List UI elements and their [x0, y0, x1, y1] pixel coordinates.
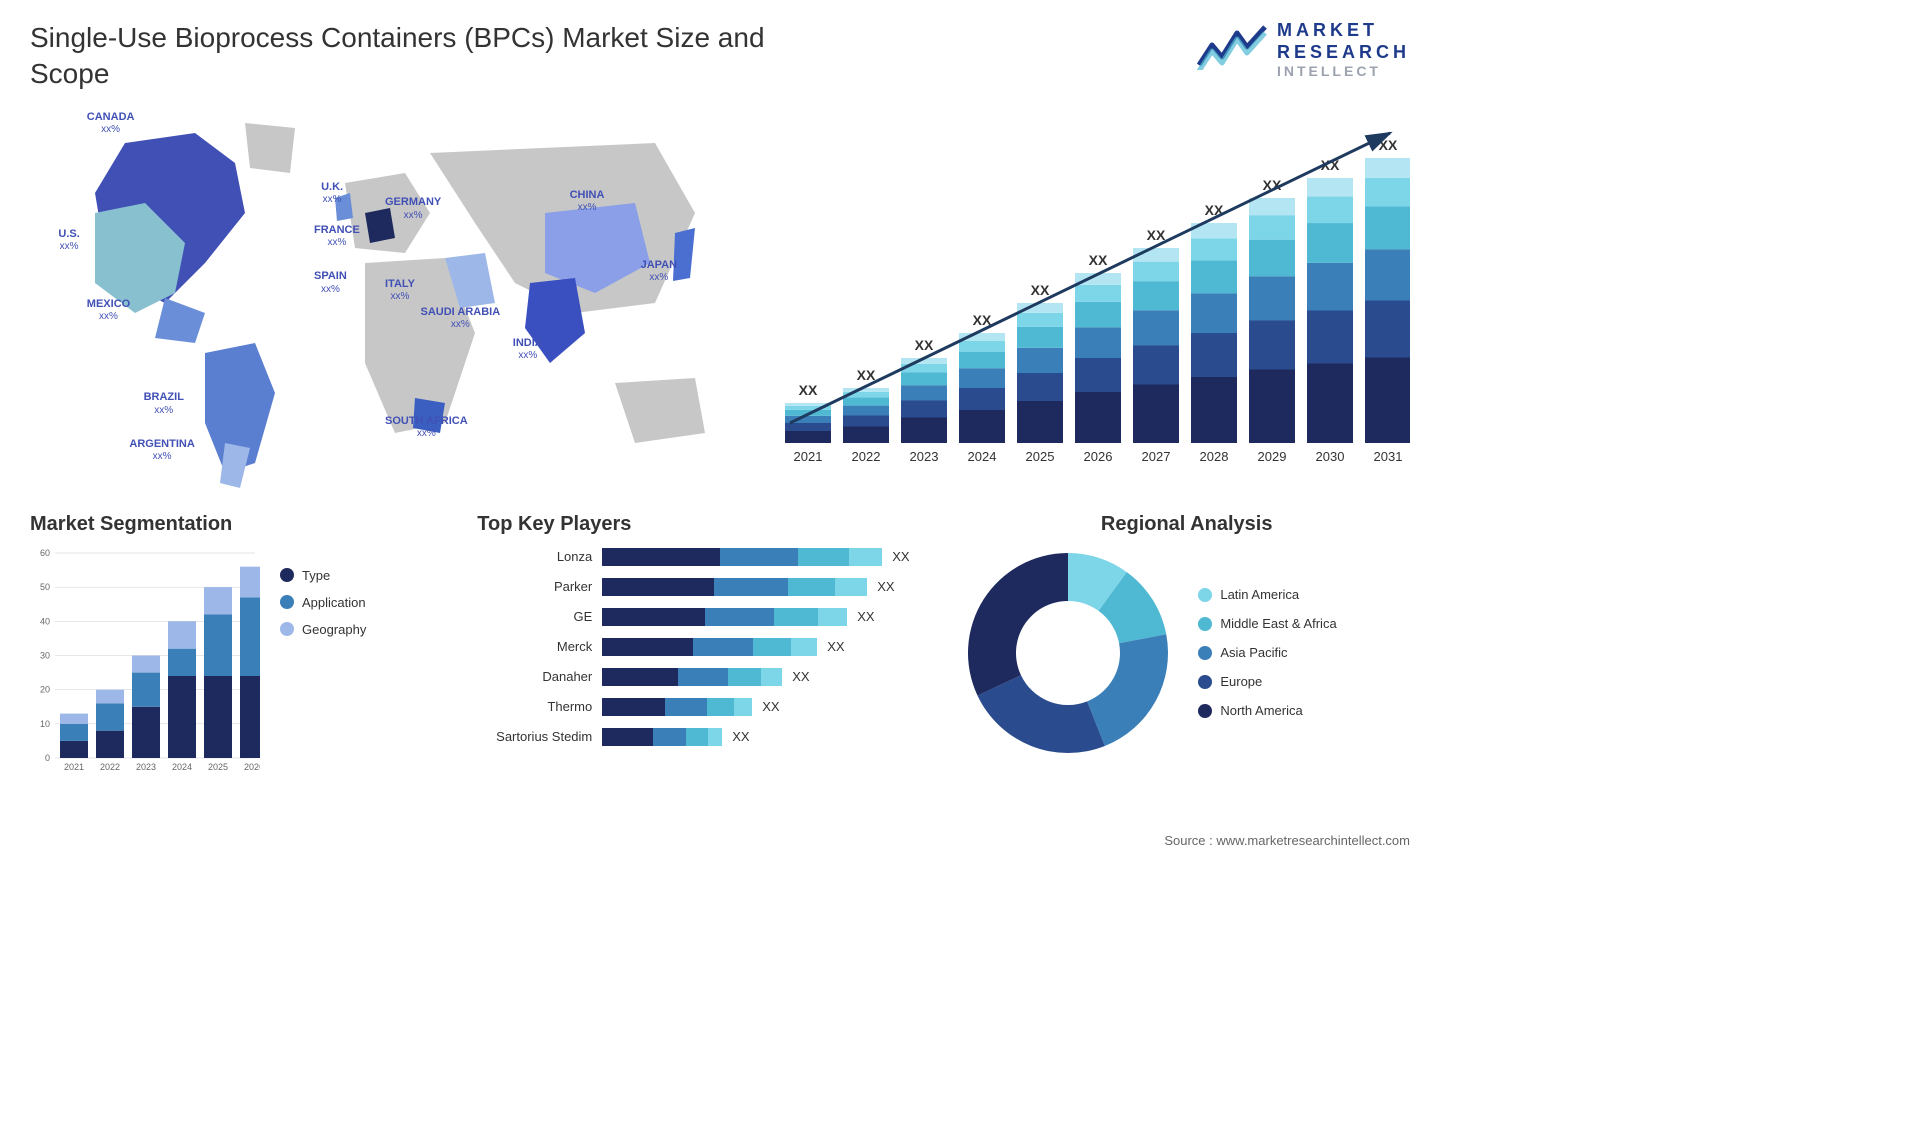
svg-text:XX: XX — [1031, 282, 1050, 298]
growth-bar-chart: XX 2021 XX 2022 XX 2023 XX 2024 XX 2025 XX 2026 XX 20… — [770, 103, 1410, 493]
map-label-south-africa: SOUTH AFRICAxx% — [385, 415, 468, 440]
map-label-brazil: BRAZILxx% — [144, 391, 184, 416]
svg-text:2023: 2023 — [910, 449, 939, 464]
logo-text-3: INTELLECT — [1277, 63, 1410, 80]
svg-text:2026: 2026 — [244, 762, 260, 772]
svg-text:2031: 2031 — [1374, 449, 1403, 464]
svg-text:60: 60 — [40, 548, 50, 558]
map-label-spain: SPAINxx% — [314, 270, 347, 295]
svg-text:2024: 2024 — [968, 449, 997, 464]
svg-text:2027: 2027 — [1142, 449, 1171, 464]
map-label-italy: ITALYxx% — [385, 278, 415, 303]
player-row-thermo: ThermoXX — [477, 698, 943, 716]
player-row-lonza: LonzaXX — [477, 548, 943, 566]
svg-text:2021: 2021 — [64, 762, 84, 772]
map-label-u-s-: U.S.xx% — [58, 228, 79, 253]
svg-text:50: 50 — [40, 582, 50, 592]
svg-text:2025: 2025 — [1026, 449, 1055, 464]
brand-logo: MARKET RESEARCH INTELLECT — [1197, 20, 1410, 80]
svg-text:XX: XX — [857, 367, 876, 383]
segmentation-title: Market Segmentation — [30, 513, 457, 536]
svg-text:2029: 2029 — [1258, 449, 1287, 464]
svg-text:10: 10 — [40, 719, 50, 729]
svg-text:0: 0 — [45, 753, 50, 763]
svg-text:XX: XX — [1089, 252, 1108, 268]
logo-mark-icon — [1197, 25, 1267, 75]
svg-text:2022: 2022 — [100, 762, 120, 772]
seg-legend-application: Application — [280, 595, 366, 610]
region-legend-latin-america: Latin America — [1198, 587, 1336, 602]
segmentation-chart: 0 10 20 30 40 50 60 2021 2022 2023 2024 2025 2026 — [30, 548, 260, 778]
svg-text:2024: 2024 — [172, 762, 192, 772]
svg-text:40: 40 — [40, 616, 50, 626]
svg-text:XX: XX — [799, 382, 818, 398]
region-legend-asia-pacific: Asia Pacific — [1198, 645, 1336, 660]
map-label-saudi-arabia: SAUDI ARABIAxx% — [421, 306, 501, 331]
svg-text:XX: XX — [915, 337, 934, 353]
player-row-merck: MerckXX — [477, 638, 943, 656]
players-title: Top Key Players — [477, 513, 943, 536]
svg-text:2028: 2028 — [1200, 449, 1229, 464]
svg-text:XX: XX — [1379, 137, 1398, 153]
logo-text-2: RESEARCH — [1277, 42, 1410, 64]
seg-legend-geography: Geography — [280, 622, 366, 637]
region-legend-north-america: North America — [1198, 703, 1336, 718]
map-label-mexico: MEXICOxx% — [87, 298, 130, 323]
player-row-ge: GEXX — [477, 608, 943, 626]
svg-text:2025: 2025 — [208, 762, 228, 772]
regional-title: Regional Analysis — [963, 513, 1410, 536]
svg-text:2026: 2026 — [1084, 449, 1113, 464]
regional-donut-chart — [963, 548, 1173, 758]
region-legend-europe: Europe — [1198, 674, 1336, 689]
map-label-germany: GERMANYxx% — [385, 196, 441, 221]
players-chart: LonzaXX ParkerXX GEXX MerckXX DanaherXX Therm… — [477, 548, 943, 746]
svg-text:2021: 2021 — [794, 449, 823, 464]
map-label-france: FRANCExx% — [314, 224, 360, 249]
player-row-danaher: DanaherXX — [477, 668, 943, 686]
svg-text:2023: 2023 — [136, 762, 156, 772]
map-label-u-k-: U.K.xx% — [321, 181, 343, 206]
logo-text-1: MARKET — [1277, 20, 1410, 42]
svg-text:2030: 2030 — [1316, 449, 1345, 464]
svg-text:2022: 2022 — [852, 449, 881, 464]
segmentation-legend: Type Application Geography — [280, 548, 366, 778]
player-row-parker: ParkerXX — [477, 578, 943, 596]
map-label-argentina: ARGENTINAxx% — [129, 438, 194, 463]
map-label-japan: JAPANxx% — [641, 259, 677, 284]
svg-text:20: 20 — [40, 684, 50, 694]
map-label-india: INDIAxx% — [513, 337, 543, 362]
page-title: Single-Use Bioprocess Containers (BPCs) … — [30, 20, 780, 93]
map-label-china: CHINAxx% — [570, 189, 605, 214]
seg-legend-type: Type — [280, 568, 366, 583]
source-attribution: Source : www.marketresearchintellect.com — [1164, 833, 1410, 848]
player-row-sartorius-stedim: Sartorius StedimXX — [477, 728, 943, 746]
region-legend-middle-east-africa: Middle East & Africa — [1198, 616, 1336, 631]
svg-text:XX: XX — [1147, 227, 1166, 243]
regional-legend: Latin America Middle East & Africa Asia Pa… — [1198, 587, 1336, 718]
map-label-canada: CANADAxx% — [87, 111, 135, 136]
world-map: CANADAxx% U.S.xx% MEXICOxx% BRAZILxx% ARGENT… — [30, 103, 740, 493]
svg-text:30: 30 — [40, 650, 50, 660]
